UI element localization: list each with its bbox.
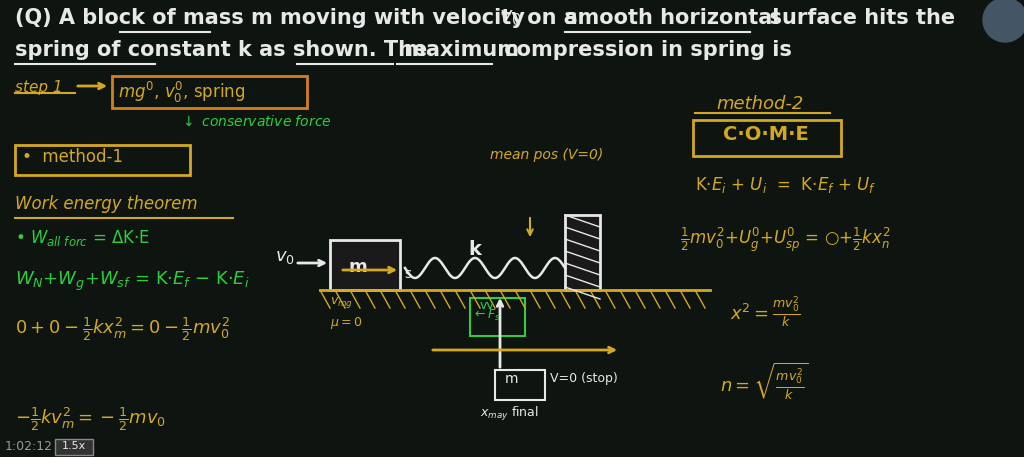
Text: k: k xyxy=(469,240,481,259)
Text: • $W_{all\ forc}$ = $\Delta$K·E: • $W_{all\ forc}$ = $\Delta$K·E xyxy=(15,228,151,248)
Text: m: m xyxy=(505,372,518,386)
Bar xyxy=(55,439,93,455)
Text: $v_0$: $v_0$ xyxy=(275,248,295,266)
Text: m: m xyxy=(348,258,368,276)
Bar xyxy=(693,120,841,156)
Text: C·O·M·E: C·O·M·E xyxy=(723,125,809,144)
Text: $\frac{1}{2}mv_0^2$+$U_g^0$+$U_{sp}^0$ = $\bigcirc$+$\frac{1}{2}kx_n^2$: $\frac{1}{2}mv_0^2$+$U_g^0$+$U_{sp}^0$ =… xyxy=(680,225,891,254)
Text: $v_0$: $v_0$ xyxy=(499,8,522,28)
Text: $x^2 = \frac{mv_0^2}{k}$: $x^2 = \frac{mv_0^2}{k}$ xyxy=(730,295,801,330)
Text: surface hits the: surface hits the xyxy=(755,8,955,28)
Text: $mg^0$, $v_0^0$, spring: $mg^0$, $v_0^0$, spring xyxy=(118,80,246,105)
Text: mean pos (V=0): mean pos (V=0) xyxy=(490,148,603,162)
Bar xyxy=(495,370,545,400)
Text: compression in spring is: compression in spring is xyxy=(497,40,792,60)
Text: $v_{mg}$: $v_{mg}$ xyxy=(330,295,353,310)
Text: smooth horizontal: smooth horizontal xyxy=(565,8,779,28)
Text: method-2: method-2 xyxy=(717,95,804,113)
Text: $x_{may}$ final: $x_{may}$ final xyxy=(480,405,539,423)
Text: on a: on a xyxy=(520,8,585,28)
Text: maximum: maximum xyxy=(397,40,526,60)
Text: spring of constant k as shown. The: spring of constant k as shown. The xyxy=(15,40,427,60)
Bar xyxy=(470,298,525,336)
Bar xyxy=(15,145,190,175)
Text: $\mu = 0$: $\mu = 0$ xyxy=(330,315,362,331)
Text: $n = \sqrt{\frac{mv_0^2}{k}}$: $n = \sqrt{\frac{mv_0^2}{k}}$ xyxy=(720,360,809,402)
Bar xyxy=(112,76,307,108)
Text: vv: vv xyxy=(480,299,495,312)
Text: $\downarrow$ conservative force: $\downarrow$ conservative force xyxy=(180,115,332,129)
Text: $-\frac{1}{2}kv_m^2 = -\frac{1}{2}mv_0$: $-\frac{1}{2}kv_m^2 = -\frac{1}{2}mv_0$ xyxy=(15,405,166,433)
Text: step 1: step 1 xyxy=(15,80,62,95)
Text: 1:02:12: 1:02:12 xyxy=(5,440,53,453)
Bar xyxy=(565,215,600,290)
Text: $W_N$+$W_g$+$W_{sf}$ = K·$E_f$ $-$ K·$E_i$: $W_N$+$W_g$+$W_{sf}$ = K·$E_f$ $-$ K·$E_… xyxy=(15,270,250,293)
Text: V=0 (stop): V=0 (stop) xyxy=(550,372,617,385)
Text: 1.5x: 1.5x xyxy=(61,441,86,451)
Text: Work energy theorem: Work energy theorem xyxy=(15,195,198,213)
Circle shape xyxy=(983,0,1024,42)
Bar xyxy=(330,240,400,290)
Text: K·$E_i$ + $U_i$  =  K·$E_f$ + $U_f$: K·$E_i$ + $U_i$ = K·$E_f$ + $U_f$ xyxy=(695,175,877,195)
Text: $\leftarrow F_s$: $\leftarrow F_s$ xyxy=(472,308,501,323)
Text: $0+0-\frac{1}{2}kx_m^2 = 0-\frac{1}{2}mv_0^2$: $0+0-\frac{1}{2}kx_m^2 = 0-\frac{1}{2}mv… xyxy=(15,315,230,343)
Text: •  method-1: • method-1 xyxy=(22,148,123,166)
Text: s: s xyxy=(404,267,411,281)
Text: (Q) A block of mass m moving with velocity: (Q) A block of mass m moving with veloci… xyxy=(15,8,532,28)
